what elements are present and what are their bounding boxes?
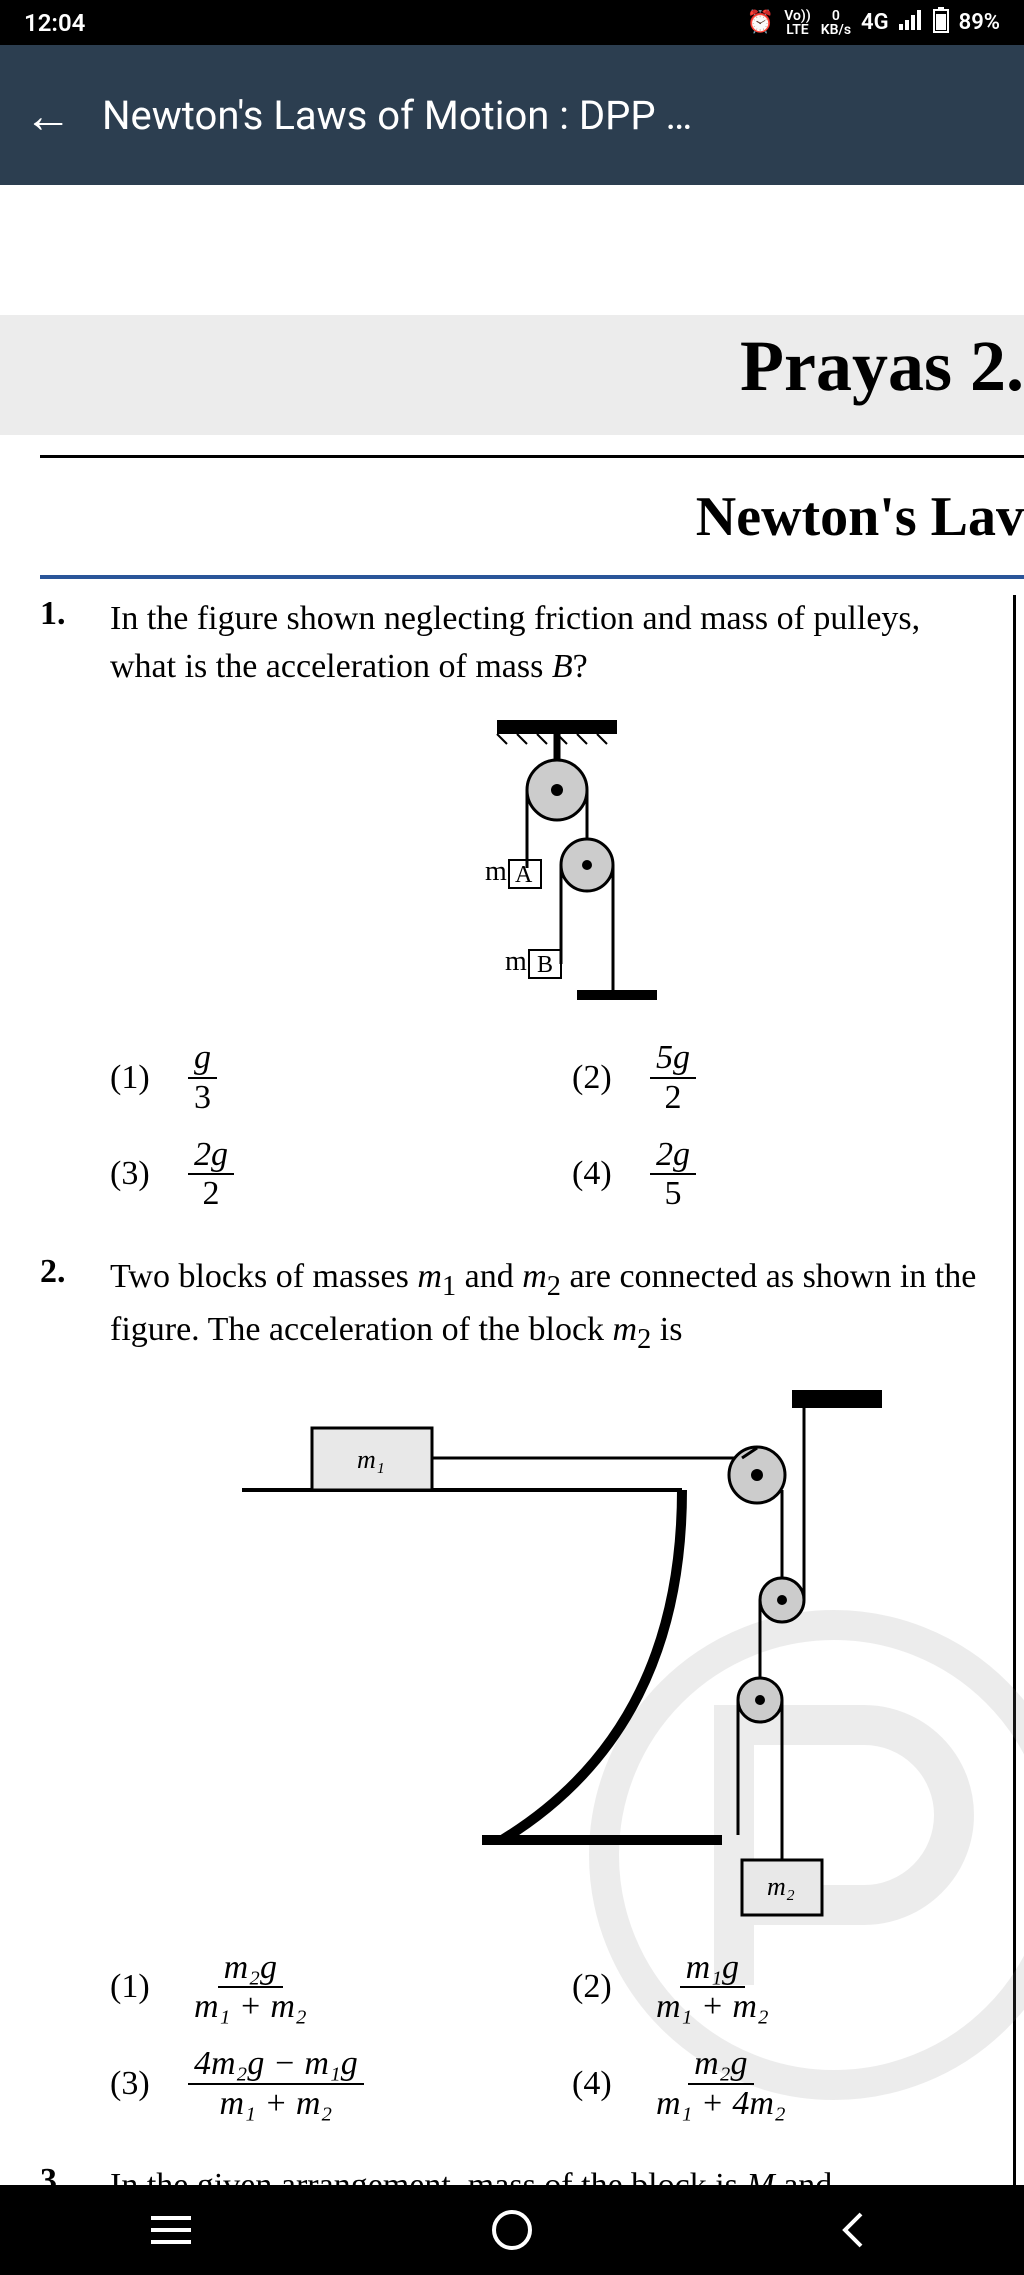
- nav-home-button[interactable]: [482, 2200, 542, 2260]
- q1-label-ma: m: [485, 856, 507, 887]
- q1-opt-3[interactable]: (3) 2g2: [110, 1136, 532, 1213]
- nav-bar: [0, 2185, 1024, 2275]
- q2-num: 2.: [40, 1253, 110, 2122]
- question-3: 3. In the given arrangement, mass of the…: [40, 2162, 994, 2185]
- question-1: 1. In the figure shown neglecting fricti…: [40, 595, 994, 1213]
- q1-opt-1[interactable]: (1) g3: [110, 1039, 532, 1116]
- column-divider: [1013, 595, 1016, 2185]
- battery-label: 89%: [959, 10, 1000, 35]
- rule-1: [40, 455, 1024, 458]
- questions: 1. In the figure shown neglecting fricti…: [40, 595, 994, 2185]
- battery-icon: [933, 7, 949, 39]
- q2-label-m2: m₂: [767, 1872, 795, 1901]
- q1-figure: m A m B: [110, 710, 994, 1019]
- section-title: Newton's Lav: [696, 485, 1024, 549]
- q2-label-m1: m₁: [357, 1445, 385, 1474]
- rule-2: [40, 575, 1024, 579]
- q2-opt-4[interactable]: (4) m₂gm₁ + 4m₂: [572, 2045, 994, 2122]
- q1-opt-4[interactable]: (4) 2g5: [572, 1136, 994, 1213]
- signal-icon: [899, 10, 923, 36]
- volte-icon: Vo)) LTE: [784, 9, 811, 37]
- q1-label-b: B: [537, 952, 553, 978]
- app-bar: ← Newton's Laws of Motion : DPP …: [0, 45, 1024, 185]
- q1-opt-2[interactable]: (2) 5g2: [572, 1039, 994, 1116]
- q1-label-mb: m: [505, 946, 527, 977]
- q2-opt-1[interactable]: (1) m₂gm₁ + m₂: [110, 1949, 532, 2026]
- q3-num: 3.: [40, 2162, 110, 2185]
- nav-back-button[interactable]: [823, 2200, 883, 2260]
- q3-text: In the given arrangement, mass of the bl…: [110, 2162, 994, 2185]
- question-2: 2. Two blocks of masses m1 and m2 are co…: [40, 1253, 994, 2122]
- q1-options: (1) g3 (2) 5g2 (3) 2g2 (4) 2g5: [110, 1039, 994, 1213]
- nav-recent-button[interactable]: [141, 2200, 201, 2260]
- back-button[interactable]: ←: [24, 87, 72, 144]
- q1-label-a: A: [515, 862, 533, 888]
- q2-options: (1) m₂gm₁ + m₂ (2) m₁gm₁ + m₂ (3) 4m₂g −…: [110, 1949, 994, 2123]
- alarm-icon: ⏰: [747, 10, 774, 35]
- network-label: 4G: [861, 10, 889, 35]
- q2-figure: m₁: [110, 1380, 994, 1929]
- q1-num: 1.: [40, 595, 110, 1213]
- q2-opt-3[interactable]: (3) 4m₂g − m₁gm₁ + m₂: [110, 2045, 532, 2122]
- status-time: 12:04: [24, 9, 85, 37]
- content-area: Prayas 2. Newton's Lav 1. In the figure …: [0, 185, 1024, 2185]
- kbs-icon: 0 KB/s: [821, 9, 851, 37]
- status-bar: 12:04 ⏰ Vo)) LTE 0 KB/s 4G 89%: [0, 0, 1024, 45]
- status-right: ⏰ Vo)) LTE 0 KB/s 4G 89%: [747, 7, 1000, 39]
- q2-text: Two blocks of masses m1 and m2 are conne…: [110, 1253, 994, 1360]
- module-title: Prayas 2.: [740, 325, 1024, 408]
- q1-text: In the figure shown neglecting friction …: [110, 595, 994, 690]
- q2-opt-2[interactable]: (2) m₁gm₁ + m₂: [572, 1949, 994, 2026]
- page-title: Newton's Laws of Motion : DPP …: [102, 92, 692, 139]
